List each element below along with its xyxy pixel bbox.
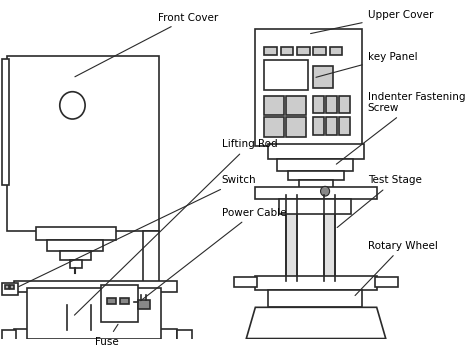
Bar xyxy=(2,330,16,339)
Bar xyxy=(313,96,324,113)
Text: Upper Cover: Upper Cover xyxy=(310,10,433,34)
Bar xyxy=(313,66,333,88)
Bar xyxy=(286,96,306,115)
Bar xyxy=(297,47,310,54)
Bar xyxy=(313,117,324,135)
Bar xyxy=(264,117,284,137)
Bar xyxy=(286,117,306,137)
Bar xyxy=(326,96,337,113)
Bar xyxy=(338,96,349,113)
Bar xyxy=(143,231,159,288)
Text: Lifting Rod: Lifting Rod xyxy=(74,139,277,315)
Text: key Panel: key Panel xyxy=(316,52,417,77)
Bar xyxy=(5,285,9,289)
Text: Fuse: Fuse xyxy=(95,324,118,347)
Bar xyxy=(255,29,362,146)
Bar xyxy=(281,47,293,54)
Bar xyxy=(234,277,257,287)
Bar xyxy=(15,329,177,341)
Bar xyxy=(47,240,103,251)
Bar xyxy=(338,117,349,135)
Text: Front Cover: Front Cover xyxy=(75,12,219,77)
Bar xyxy=(313,47,326,54)
Bar xyxy=(279,199,351,214)
Bar xyxy=(324,195,335,281)
Bar xyxy=(101,285,137,322)
Bar xyxy=(286,195,297,281)
Bar xyxy=(375,277,399,287)
Bar xyxy=(329,47,342,54)
Text: Rotary Wheel: Rotary Wheel xyxy=(355,241,438,296)
Bar xyxy=(36,227,116,240)
Bar xyxy=(255,187,377,199)
Bar xyxy=(288,171,344,180)
Bar xyxy=(120,298,129,304)
Text: Indenter Fastening
Screw: Indenter Fastening Screw xyxy=(337,92,465,164)
Circle shape xyxy=(320,186,329,196)
Bar xyxy=(70,261,82,268)
Bar xyxy=(277,159,353,171)
Bar xyxy=(137,299,150,309)
Text: Test Stage: Test Stage xyxy=(337,176,421,228)
Bar xyxy=(268,144,364,159)
Bar xyxy=(264,60,308,90)
Bar xyxy=(67,305,91,330)
Text: Switch: Switch xyxy=(19,176,256,287)
Bar xyxy=(2,283,18,295)
Bar xyxy=(264,96,284,115)
Polygon shape xyxy=(246,307,386,339)
Circle shape xyxy=(60,92,85,119)
Bar xyxy=(56,292,105,305)
Bar xyxy=(177,330,192,339)
Bar xyxy=(10,285,15,289)
Bar xyxy=(107,298,116,304)
Bar xyxy=(255,276,377,290)
Bar xyxy=(7,56,159,231)
Bar xyxy=(2,59,9,185)
Bar xyxy=(326,117,337,135)
Bar xyxy=(15,281,177,292)
Bar xyxy=(264,47,277,54)
Bar xyxy=(299,180,333,188)
Text: Power Cable: Power Cable xyxy=(141,208,286,301)
Bar xyxy=(60,251,91,261)
Bar xyxy=(27,288,161,339)
Bar xyxy=(268,290,362,307)
